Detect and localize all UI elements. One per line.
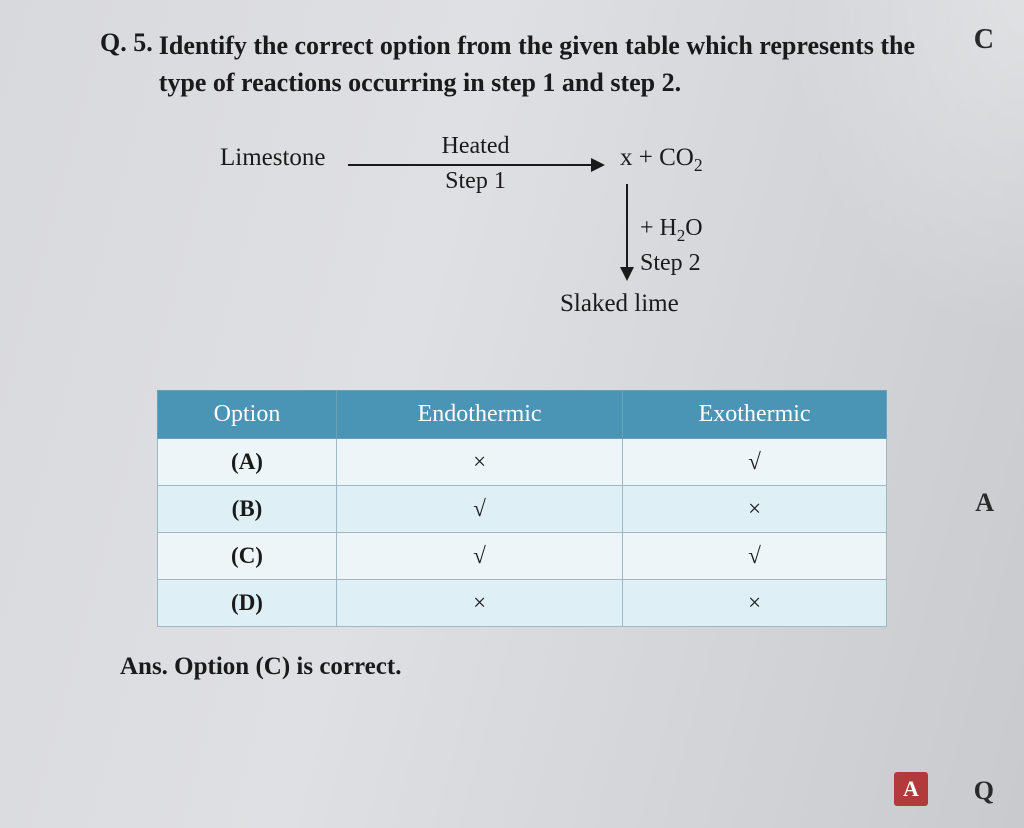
col-option: Option — [158, 390, 337, 438]
table-header-row: Option Endothermic Exothermic — [158, 390, 887, 438]
reactant-label: Limestone — [220, 144, 326, 172]
exo-cell: × — [623, 579, 887, 626]
endo-cell: × — [337, 438, 623, 485]
table-body: (A) × √ (B) √ × (C) √ √ (D) × × — [158, 438, 887, 626]
arrow-right-icon — [348, 164, 603, 166]
question-number: Q. 5. — [100, 28, 153, 58]
exo-cell: √ — [623, 438, 887, 485]
page-content: Q. 5. Identify the correct option from t… — [0, 0, 1024, 681]
option-label: (A) — [158, 438, 337, 485]
question-header: Q. 5. Identify the correct option from t… — [100, 28, 944, 102]
col-exothermic: Exothermic — [623, 390, 887, 438]
endo-cell: √ — [337, 532, 623, 579]
table-row: (D) × × — [158, 579, 887, 626]
step1-label: Step 1 — [348, 168, 603, 195]
step1-product: x + CO2 — [620, 144, 703, 176]
table-row: (C) √ √ — [158, 532, 887, 579]
options-table: Option Endothermic Exothermic (A) × √ (B… — [157, 390, 887, 627]
answer-badge: A — [894, 772, 928, 806]
table-row: (B) √ × — [158, 485, 887, 532]
col-endothermic: Endothermic — [337, 390, 623, 438]
exo-cell: √ — [623, 532, 887, 579]
reaction-diagram: Limestone Heated Step 1 x + CO2 + H2O St… — [220, 120, 944, 370]
endo-cell: × — [337, 579, 623, 626]
option-label: (C) — [158, 532, 337, 579]
step1-condition: Heated — [348, 133, 603, 160]
step2-reagent: + H2O — [640, 215, 703, 246]
product1-formula: x + CO — [620, 144, 694, 171]
answer-text: Ans. Option (C) is correct. — [120, 653, 944, 681]
table-row: (A) × √ — [158, 438, 887, 485]
option-label: (B) — [158, 485, 337, 532]
step2-product: Slaked lime — [560, 290, 679, 318]
page-edge-mid-letter: A — [975, 488, 994, 518]
option-label: (D) — [158, 579, 337, 626]
question-text: Identify the correct option from the giv… — [159, 28, 944, 102]
step2-label: Step 2 — [640, 250, 701, 277]
step1-arrow: Heated Step 1 — [348, 133, 603, 195]
page-edge-bottom-letter: Q — [974, 776, 994, 806]
arrow-down-icon — [626, 184, 628, 279]
endo-cell: √ — [337, 485, 623, 532]
page-edge-top-letter: C — [974, 24, 994, 56]
product1-sub: 2 — [694, 155, 703, 175]
exo-cell: × — [623, 485, 887, 532]
